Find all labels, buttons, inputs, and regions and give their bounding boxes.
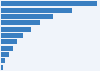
Bar	[1, 20, 40, 25]
Bar	[1, 1, 97, 6]
Bar	[1, 39, 17, 44]
Bar	[1, 8, 72, 13]
Bar	[1, 14, 53, 19]
Bar	[1, 33, 23, 38]
Bar	[1, 65, 3, 70]
Bar	[1, 52, 9, 57]
Bar	[1, 58, 5, 63]
Bar	[1, 27, 31, 32]
Bar	[1, 46, 13, 51]
